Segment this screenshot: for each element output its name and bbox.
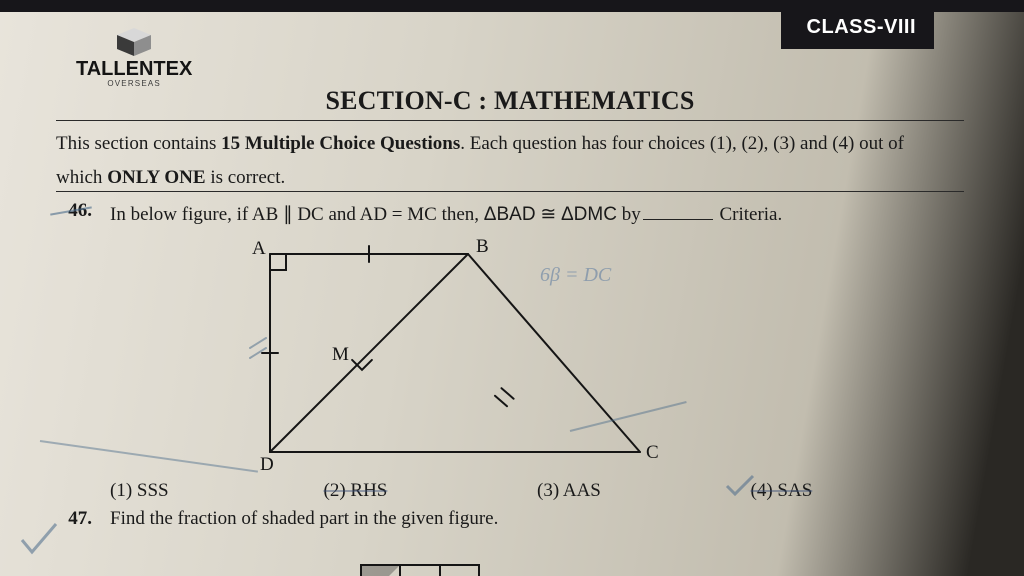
logo: TALLENTEX OVERSEAS — [76, 28, 192, 88]
logo-name: TALLENTEX — [76, 58, 192, 81]
instr-2a: which — [56, 167, 107, 188]
q46-tri2: ΔDMC — [561, 204, 617, 225]
q46-opt-4: (4) SAS — [751, 480, 813, 501]
q46-opt-2: (2) RHS — [324, 480, 538, 502]
q47-partial-figure — [360, 564, 480, 576]
label-M: M — [332, 344, 349, 365]
q46-cong: ≅ — [536, 204, 561, 225]
q46-opt-1: (1) SSS — [110, 480, 324, 502]
q46-figure: A B M D C 6β = DC — [110, 230, 964, 478]
q47-number: 47. — [56, 508, 92, 530]
label-B: B — [476, 236, 489, 257]
q47-text: Find the fraction of shaded part in the … — [110, 508, 964, 530]
question-47: 47. Find the fraction of shaded part in … — [56, 508, 964, 530]
instr-1c: . Each question has four choices (1), (2… — [460, 133, 904, 154]
label-C: C — [646, 442, 659, 463]
instr-2b: ONLY ONE — [107, 167, 205, 188]
q46-blank — [643, 200, 713, 220]
page: TALLENTEX OVERSEAS SECTION-C : MATHEMATI… — [0, 0, 1024, 576]
logo-cube-icon — [115, 28, 153, 56]
q46-figure-svg: A B M D C — [110, 230, 750, 474]
q46-options: (1) SSS (2) RHS (3) AAS (4) SAS — [56, 480, 964, 502]
q46-number: 46. — [56, 200, 92, 222]
q46-opt-3: (3) AAS — [537, 480, 751, 502]
label-A: A — [252, 238, 266, 259]
q46-handnote: 6β = DC — [540, 264, 611, 287]
q46-text-c: Criteria. — [715, 204, 783, 225]
question-46: 46. In below figure, if AB ∥ DC and AD =… — [56, 200, 964, 478]
check-icon — [18, 520, 58, 560]
q46-text-b: by — [617, 204, 641, 225]
instr-1b: 15 Multiple Choice Questions — [221, 133, 460, 154]
instructions: This section contains 15 Multiple Choice… — [56, 127, 964, 195]
section-title: SECTION-C : MATHEMATICS — [56, 86, 964, 116]
q46-body: In below figure, if AB ∥ DC and AD = MC … — [110, 200, 964, 478]
label-D: D — [260, 454, 274, 474]
instr-1a: This section contains — [56, 133, 221, 154]
q46-text-a: In below figure, if AB ∥ DC and AD = MC … — [110, 204, 484, 225]
q46-opt-4-wrap: (4) SAS — [751, 480, 965, 502]
rule-top — [56, 120, 964, 121]
check-icon — [725, 474, 755, 500]
instr-2c: is correct. — [206, 167, 286, 188]
q46-tri1: ΔBAD — [484, 204, 536, 225]
